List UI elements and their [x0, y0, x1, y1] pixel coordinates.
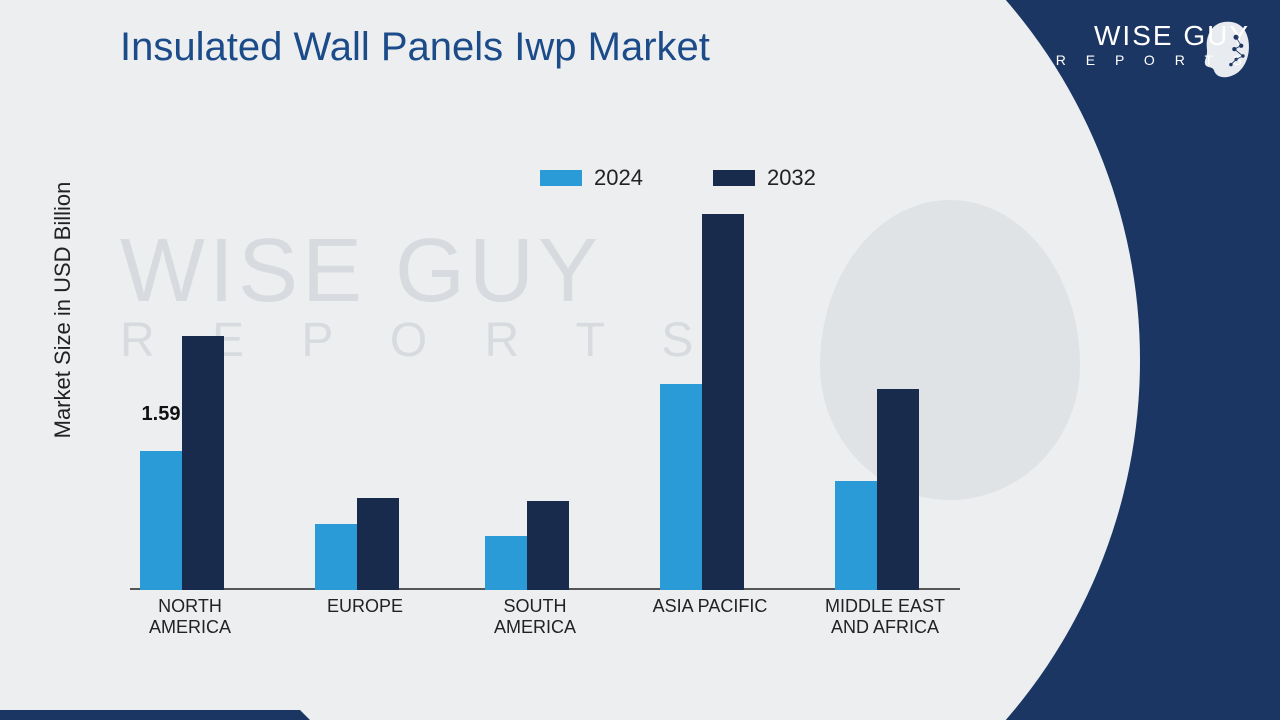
bar-value-label: 1.59 [142, 403, 181, 426]
legend-item-2024: 2024 [540, 165, 643, 191]
bar-b [527, 501, 569, 590]
bar-b [357, 498, 399, 590]
legend-swatch-2024 [540, 170, 582, 186]
category-label: EUROPE [295, 590, 435, 617]
legend-label-2032: 2032 [767, 165, 816, 191]
category-label: MIDDLE EAST AND AFRICA [815, 590, 955, 637]
legend-item-2032: 2032 [713, 165, 816, 191]
bar-a [485, 536, 527, 590]
bar-b [702, 214, 744, 590]
category-label: ASIA PACIFIC [640, 590, 780, 617]
bar-b [182, 336, 224, 590]
bar-a [140, 451, 182, 590]
bar-b [877, 389, 919, 590]
chart-title: Insulated Wall Panels Iwp Market [120, 25, 710, 70]
category-label: SOUTH AMERICA [465, 590, 605, 637]
legend-swatch-2032 [713, 170, 755, 186]
category-label: NORTH AMERICA [120, 590, 260, 637]
bar-a [835, 481, 877, 590]
accent-bar [0, 710, 300, 720]
legend-label-2024: 2024 [594, 165, 643, 191]
bar-chart: 1.59NORTH AMERICAEUROPESOUTH AMERICAASIA… [130, 205, 960, 590]
bar-a [315, 524, 357, 590]
y-axis-label: Market Size in USD Billion [50, 150, 76, 470]
brand-head-icon [1200, 20, 1255, 80]
chart-legend: 2024 2032 [540, 165, 816, 191]
bar-a [660, 384, 702, 590]
brand-logo: WISE GUY R E P O R T S [1056, 20, 1250, 68]
